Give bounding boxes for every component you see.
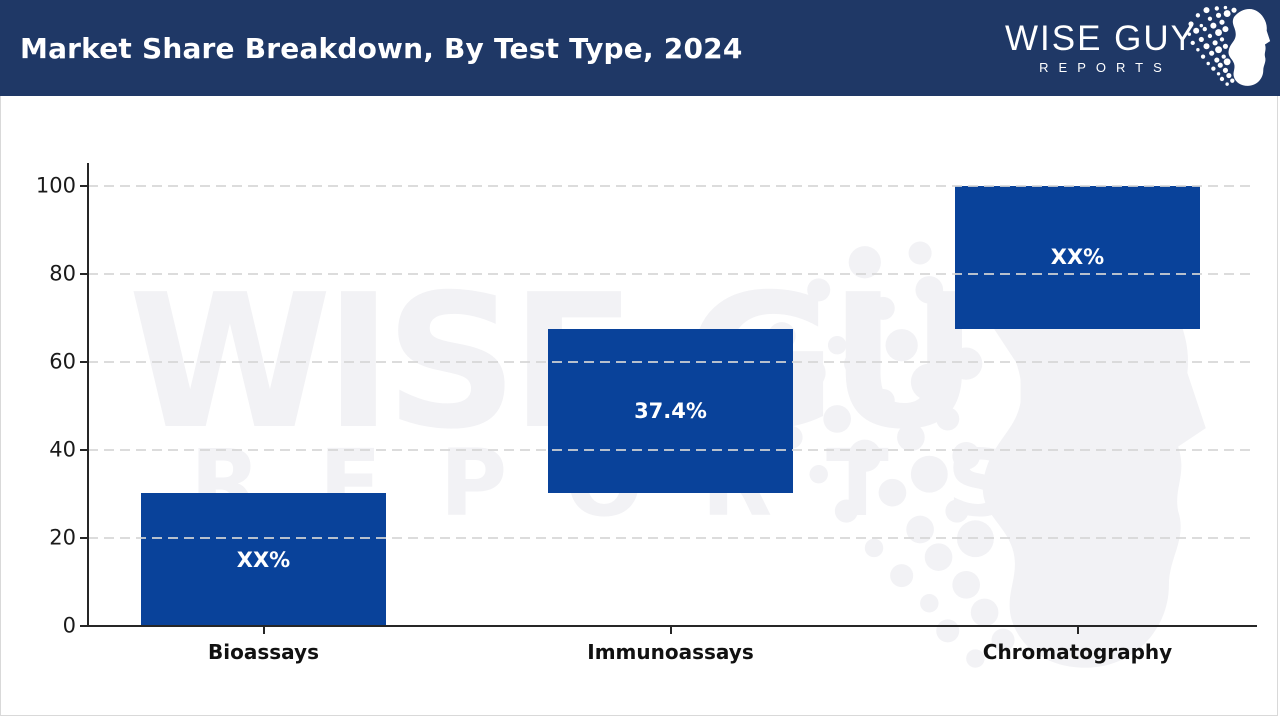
y-axis-line xyxy=(87,163,89,626)
x-tick-mark xyxy=(262,627,265,634)
gridline-100 xyxy=(88,185,1256,187)
y-tick-mark xyxy=(80,361,87,363)
x-axis-line xyxy=(87,625,1257,627)
logo-subtitle: REPORTS xyxy=(1039,60,1172,75)
wise-guy-reports-logo: WISE GUY REPORTS xyxy=(1005,5,1280,91)
bar-bioassays: XX% xyxy=(141,493,386,626)
gridline-80 xyxy=(88,273,1256,275)
y-tick-label: 40 xyxy=(49,437,76,462)
gridline-60 xyxy=(88,361,1256,363)
bar-value-label: 37.4% xyxy=(634,398,707,423)
bar-immunoassays: 37.4% xyxy=(548,328,793,494)
bar-chromatography: XX% xyxy=(955,186,1200,329)
x-category-label: Chromatography xyxy=(982,640,1173,664)
y-tick-mark xyxy=(80,625,87,627)
header-bar: Market Share Breakdown, By Test Type, 20… xyxy=(0,0,1280,96)
y-tick-mark xyxy=(80,273,87,275)
y-tick-mark xyxy=(80,537,87,539)
y-tick-label: 0 xyxy=(62,613,76,638)
y-tick-mark xyxy=(80,185,87,187)
bar-value-label: XX% xyxy=(236,547,291,572)
page-title: Market Share Breakdown, By Test Type, 20… xyxy=(20,31,743,65)
gridline-20 xyxy=(88,537,1256,539)
bar-value-label: XX% xyxy=(1050,245,1105,270)
y-tick-label: 60 xyxy=(49,349,76,374)
y-tick-label: 20 xyxy=(49,525,76,550)
logo-wordmark: WISE GUY xyxy=(1004,19,1196,58)
x-category-label: Bioassays xyxy=(208,640,319,664)
y-tick-label: 100 xyxy=(35,173,76,198)
x-category-label: Immunoassays xyxy=(587,640,754,664)
y-tick-label: 80 xyxy=(49,261,76,286)
x-tick-mark xyxy=(669,627,672,634)
y-tick-mark xyxy=(80,449,87,451)
x-tick-mark xyxy=(1076,627,1079,634)
gridline-40 xyxy=(88,449,1256,451)
